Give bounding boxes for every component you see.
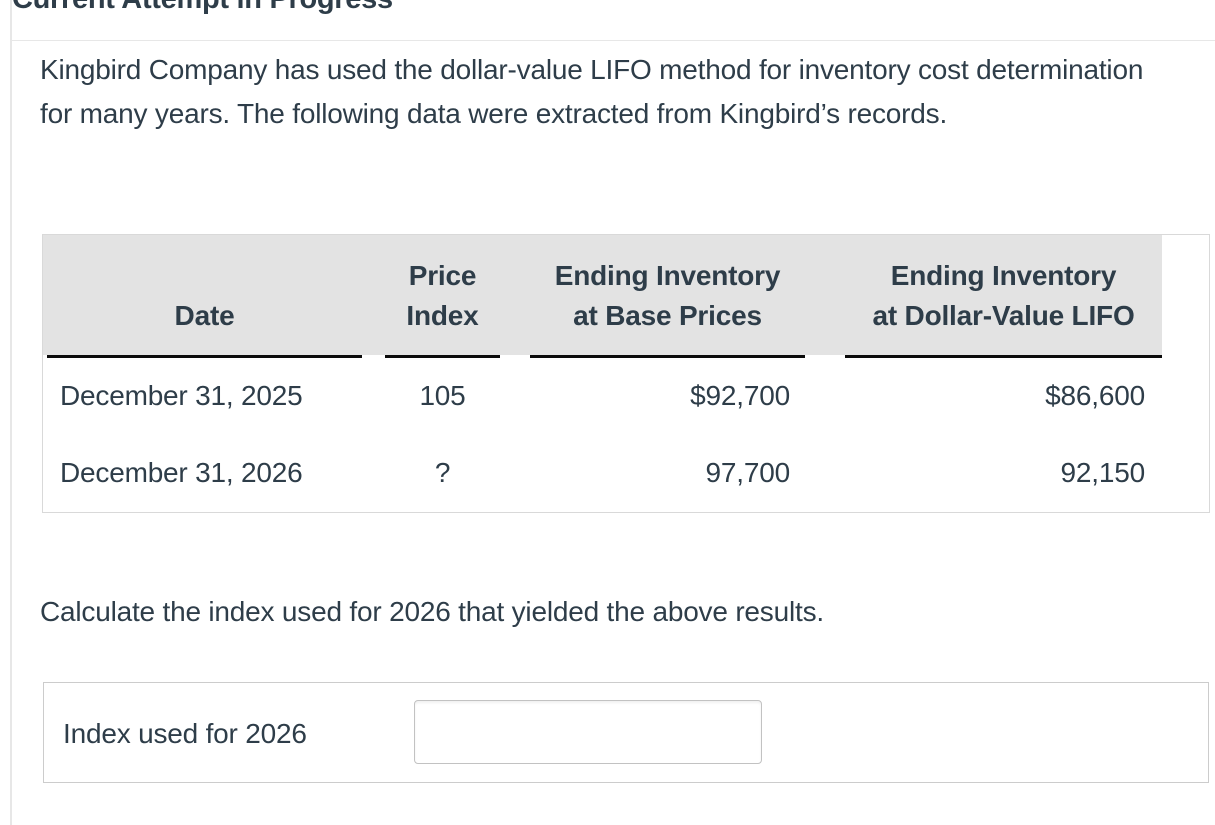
current-attempt-heading: Current Attempt in Progress xyxy=(12,0,393,16)
cell-price-index-row1: 105 xyxy=(419,380,466,411)
inventory-data-table: Date Price Index Ending Inventory at Bas… xyxy=(42,234,1210,513)
header-underline-date xyxy=(47,355,362,358)
column-header-date: Date xyxy=(174,300,235,331)
column-header-ending-inventory-base: Ending Inventory at Base Prices xyxy=(530,256,805,336)
answer-panel: Index used for 2026 xyxy=(43,682,1209,783)
header-underline-price xyxy=(385,355,500,358)
cell-dollar-value-lifo-row2: 92,150 xyxy=(1060,457,1146,488)
index-used-input[interactable] xyxy=(414,700,762,764)
cell-date-row2: December 31, 2026 xyxy=(60,457,303,488)
column-header-base-line2: at Base Prices xyxy=(573,300,762,331)
cell-dollar-value-lifo-row1: $86,600 xyxy=(1045,380,1145,411)
cell-date-row1: December 31, 2025 xyxy=(60,380,303,411)
cell-base-prices-row2: 97,700 xyxy=(705,457,791,488)
column-header-ending-inventory-lifo: Ending Inventory at Dollar-Value LIFO xyxy=(845,256,1162,336)
header-underline-base xyxy=(530,355,805,358)
column-header-price-index-line1: Price xyxy=(408,260,477,291)
cell-base-prices-row1: $92,700 xyxy=(690,380,790,411)
column-header-price-index: Price Index xyxy=(385,256,500,336)
problem-statement: Kingbird Company has used the dollar-val… xyxy=(40,54,1144,129)
column-header-lifo-line1: Ending Inventory xyxy=(890,260,1117,291)
column-header-lifo-line2: at Dollar-Value LIFO xyxy=(872,300,1135,331)
answer-label: Index used for 2026 xyxy=(63,718,307,749)
cell-price-index-row2: ? xyxy=(434,457,451,488)
question-prompt: Calculate the index used for 2026 that y… xyxy=(40,596,824,627)
table-header-background xyxy=(43,235,1162,355)
column-header-price-index-line2: Index xyxy=(406,300,479,331)
left-border-rule xyxy=(10,0,12,825)
column-header-base-line1: Ending Inventory xyxy=(554,260,781,291)
header-underline-lifo xyxy=(845,355,1162,358)
header-divider xyxy=(12,40,1215,41)
